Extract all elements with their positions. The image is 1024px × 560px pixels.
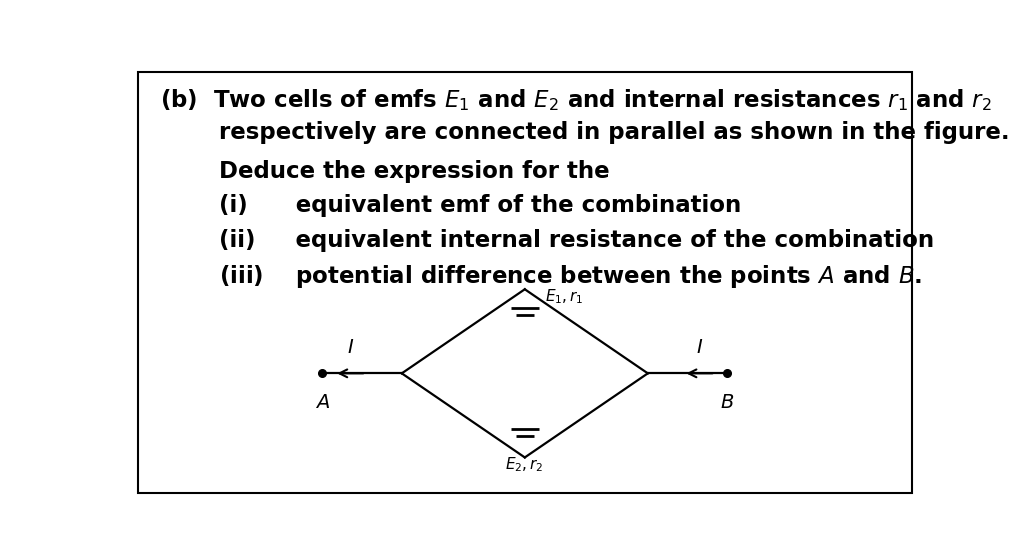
Text: $E_1,r_1$: $E_1,r_1$ — [545, 288, 584, 306]
Text: (ii)     equivalent internal resistance of the combination: (ii) equivalent internal resistance of t… — [219, 229, 934, 252]
Text: respectively are connected in parallel as shown in the figure.: respectively are connected in parallel a… — [219, 121, 1010, 144]
Text: $B$: $B$ — [720, 393, 734, 412]
Text: $E_2,r_2$: $E_2,r_2$ — [506, 455, 544, 474]
Text: (iii)    potential difference between the points $A$ and $B$.: (iii) potential difference between the p… — [219, 263, 923, 291]
Text: $I$: $I$ — [346, 338, 354, 357]
Text: (b)  Two cells of emfs $E_1$ and $E_2$ and internal resistances $r_1$ and $r_2$: (b) Two cells of emfs $E_1$ and $E_2$ an… — [160, 87, 991, 113]
Text: $A$: $A$ — [315, 393, 330, 412]
Text: $I$: $I$ — [695, 338, 703, 357]
Text: Deduce the expression for the: Deduce the expression for the — [219, 160, 610, 183]
Text: (i)      equivalent emf of the combination: (i) equivalent emf of the combination — [219, 194, 741, 217]
FancyBboxPatch shape — [137, 72, 912, 493]
